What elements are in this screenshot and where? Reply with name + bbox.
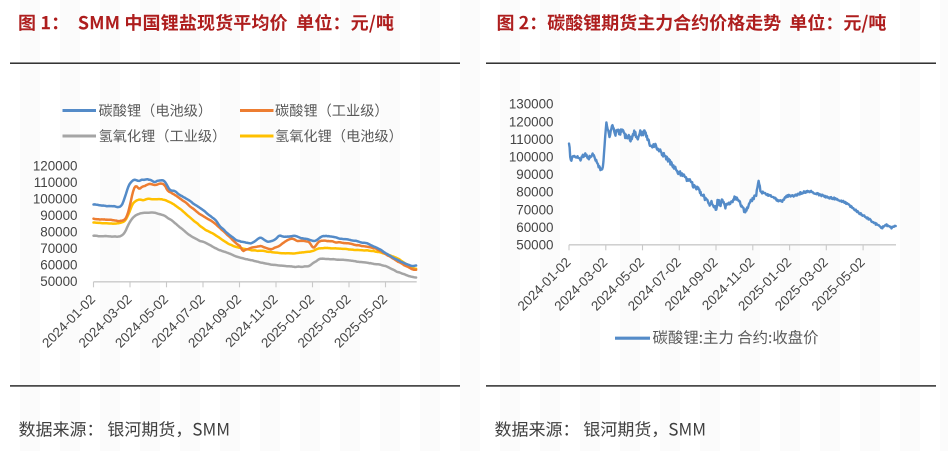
svg-text:110000: 110000 (510, 132, 554, 147)
svg-text:60000: 60000 (40, 257, 77, 272)
svg-text:50000: 50000 (40, 274, 77, 289)
svg-text:100000: 100000 (509, 150, 554, 165)
svg-text:80000: 80000 (516, 185, 553, 200)
svg-text:100000: 100000 (33, 192, 78, 207)
svg-text:110000: 110000 (34, 175, 78, 190)
svg-text:70000: 70000 (516, 202, 553, 217)
svg-text:50000: 50000 (516, 238, 553, 253)
svg-text:70000: 70000 (40, 241, 77, 256)
svg-text:80000: 80000 (40, 224, 77, 239)
svg-text:90000: 90000 (40, 208, 77, 223)
svg-text:120000: 120000 (509, 114, 554, 129)
svg-text:130000: 130000 (509, 97, 554, 112)
svg-text:90000: 90000 (516, 167, 553, 182)
svg-text:120000: 120000 (33, 159, 78, 174)
svg-text:60000: 60000 (516, 220, 553, 235)
